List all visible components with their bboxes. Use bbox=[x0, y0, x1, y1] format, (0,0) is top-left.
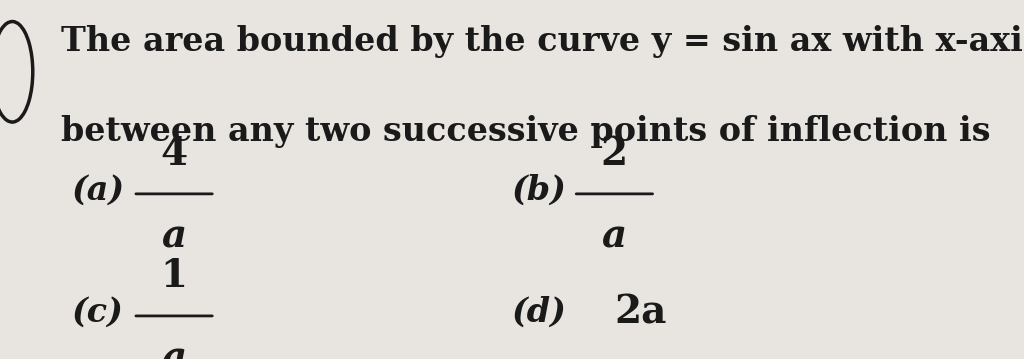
Text: between any two successive points of inflection is: between any two successive points of inf… bbox=[61, 115, 991, 148]
Text: a: a bbox=[602, 218, 627, 256]
Text: 2a: 2a bbox=[614, 293, 667, 331]
Text: a: a bbox=[162, 218, 186, 256]
Text: a: a bbox=[162, 340, 186, 359]
Text: (b): (b) bbox=[512, 174, 567, 207]
Text: (c): (c) bbox=[72, 296, 124, 329]
Text: The area bounded by the curve y = sin ax with x-axis in: The area bounded by the curve y = sin ax… bbox=[61, 25, 1024, 58]
Text: 1: 1 bbox=[161, 257, 187, 295]
Text: (a): (a) bbox=[72, 174, 125, 207]
Text: 4: 4 bbox=[161, 135, 187, 173]
Text: 2: 2 bbox=[601, 135, 628, 173]
Text: (d): (d) bbox=[512, 296, 567, 329]
